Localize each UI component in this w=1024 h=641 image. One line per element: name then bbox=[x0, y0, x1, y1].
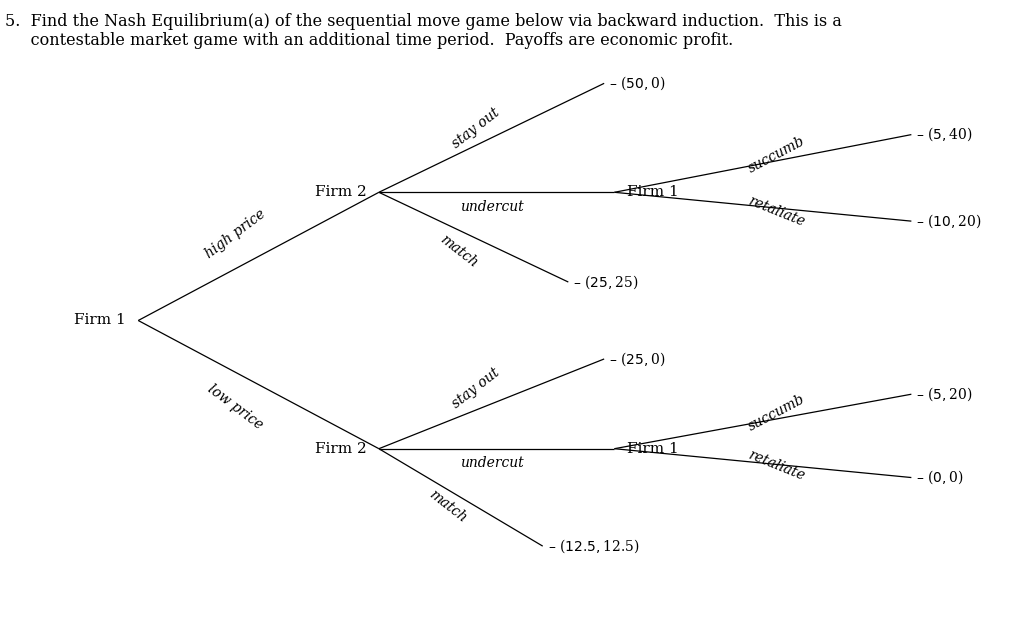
Text: undercut: undercut bbox=[460, 200, 523, 214]
Text: – ($0, $0): – ($0, $0) bbox=[916, 469, 965, 487]
Text: – ($25, $0): – ($25, $0) bbox=[609, 350, 666, 368]
Text: Firm 2: Firm 2 bbox=[314, 185, 367, 199]
Text: Firm 1: Firm 1 bbox=[627, 442, 679, 456]
Text: match: match bbox=[437, 232, 480, 271]
Text: retaliate: retaliate bbox=[745, 194, 807, 229]
Text: match: match bbox=[426, 487, 469, 526]
Text: – ($50, $0): – ($50, $0) bbox=[609, 74, 666, 92]
Text: succumb: succumb bbox=[745, 135, 807, 176]
Text: undercut: undercut bbox=[460, 456, 523, 470]
Text: succumb: succumb bbox=[745, 392, 807, 433]
Text: Firm 2: Firm 2 bbox=[314, 442, 367, 456]
Text: – ($10, $20): – ($10, $20) bbox=[916, 212, 982, 230]
Text: – ($5, $40): – ($5, $40) bbox=[916, 126, 973, 144]
Text: stay out: stay out bbox=[450, 365, 503, 411]
Text: high price: high price bbox=[203, 207, 268, 261]
Text: retaliate: retaliate bbox=[745, 447, 807, 483]
Text: contestable market game with an additional time period.  Payoffs are economic pr: contestable market game with an addition… bbox=[5, 32, 733, 49]
Text: Firm 1: Firm 1 bbox=[74, 313, 126, 328]
Text: Firm 1: Firm 1 bbox=[627, 185, 679, 199]
Text: 5.  Find the Nash Equilibrium(a) of the sequential move game below via backward : 5. Find the Nash Equilibrium(a) of the s… bbox=[5, 13, 842, 30]
Text: – ($12.5, $12.5): – ($12.5, $12.5) bbox=[548, 537, 640, 555]
Text: – ($25, $25): – ($25, $25) bbox=[573, 273, 639, 291]
Text: stay out: stay out bbox=[450, 105, 503, 151]
Text: low price: low price bbox=[205, 382, 266, 432]
Text: – ($5, $20): – ($5, $20) bbox=[916, 385, 973, 403]
